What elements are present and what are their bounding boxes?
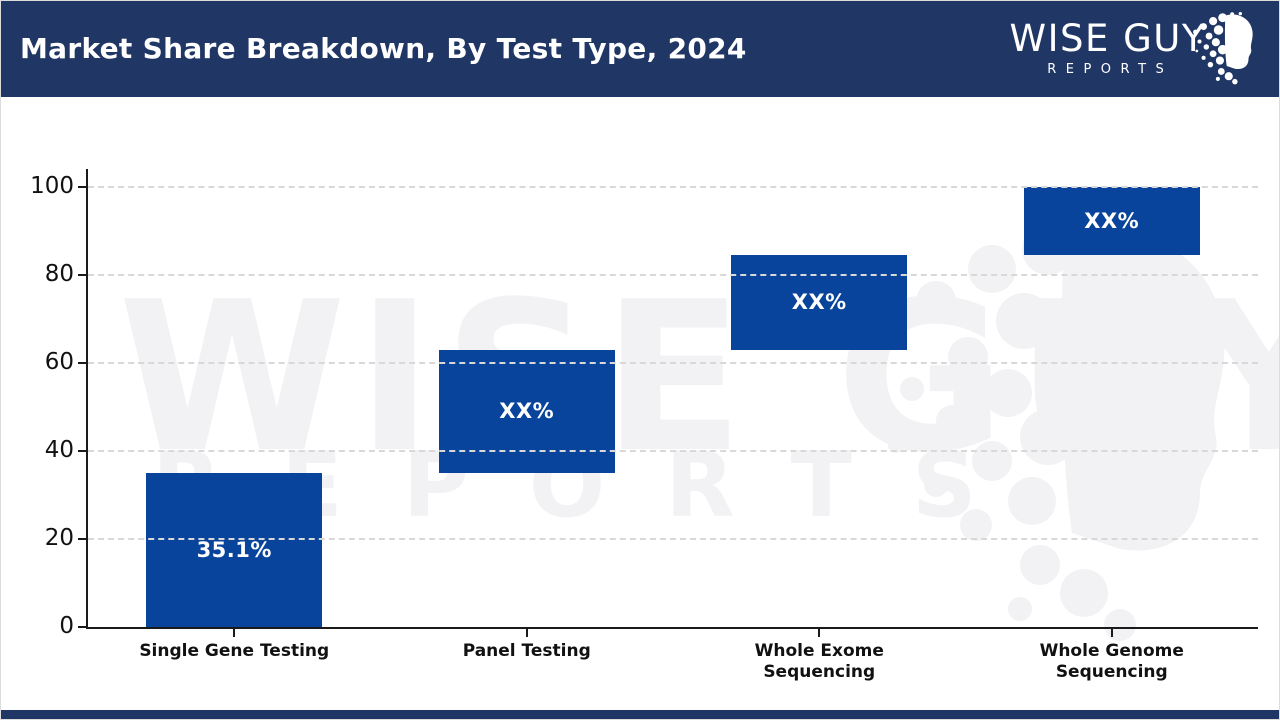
y-tick-label: 80	[44, 261, 74, 287]
x-tick-mark	[233, 629, 236, 637]
y-tick-label: 20	[44, 525, 74, 551]
y-tick-mark	[78, 362, 86, 364]
x-category-label: Whole Genome Sequencing	[1039, 641, 1184, 682]
chart-title: Market Share Breakdown, By Test Type, 20…	[20, 32, 747, 65]
bar-value-label: XX%	[791, 290, 847, 315]
bar-value-label: 35.1%	[196, 537, 272, 562]
header-bar: Market Share Breakdown, By Test Type, 20…	[0, 0, 1280, 97]
y-tick-mark	[78, 186, 86, 188]
y-tick-mark	[78, 274, 86, 276]
y-tick-label: 0	[59, 613, 74, 639]
bar-whole-exome-sequencing: XX%	[731, 255, 908, 350]
footer-bar	[0, 710, 1280, 720]
gridline-60	[88, 362, 1258, 364]
bar-whole-genome-sequencing: XX%	[1023, 187, 1200, 256]
x-category-label: Single Gene Testing	[139, 641, 330, 661]
wiseguy-logo-text: WISE GUY REPORTS	[1010, 20, 1206, 77]
y-axis-line	[86, 169, 88, 629]
x-tick-mark	[1110, 629, 1113, 637]
chart-area: WISE GUY REPORTS 35.1% XX% XX% XX% 0 20 40 60 80…	[0, 97, 1280, 710]
x-tick-mark	[525, 629, 528, 637]
y-tick-mark	[78, 538, 86, 540]
gridline-80	[88, 274, 1258, 276]
bar-value-label: XX%	[499, 399, 555, 424]
gridline-40	[88, 450, 1258, 452]
logo-subtitle: REPORTS	[1047, 62, 1174, 77]
watermark-dotted-head-icon	[874, 215, 1225, 641]
y-tick-label: 40	[44, 437, 74, 463]
y-tick-label: 100	[30, 173, 74, 199]
gridline-20	[88, 538, 1258, 540]
y-tick-mark	[78, 626, 86, 628]
bar-single-gene-testing: 35.1%	[146, 472, 323, 627]
dotted-head-icon	[1193, 11, 1253, 84]
bar-value-label: XX%	[1084, 209, 1140, 234]
x-category-label: Whole Exome Sequencing	[754, 641, 884, 682]
y-tick-label: 60	[44, 349, 74, 375]
gridline-100	[88, 186, 1258, 188]
x-category-label: Panel Testing	[462, 641, 591, 661]
x-tick-mark	[818, 629, 821, 637]
wiseguy-logo: WISE GUY REPORTS	[1010, 9, 1258, 89]
y-tick-mark	[78, 450, 86, 452]
logo-wordmark: WISE GUY	[1009, 17, 1206, 60]
bar-panel-testing: XX%	[438, 349, 615, 473]
x-axis-line	[86, 627, 1258, 629]
